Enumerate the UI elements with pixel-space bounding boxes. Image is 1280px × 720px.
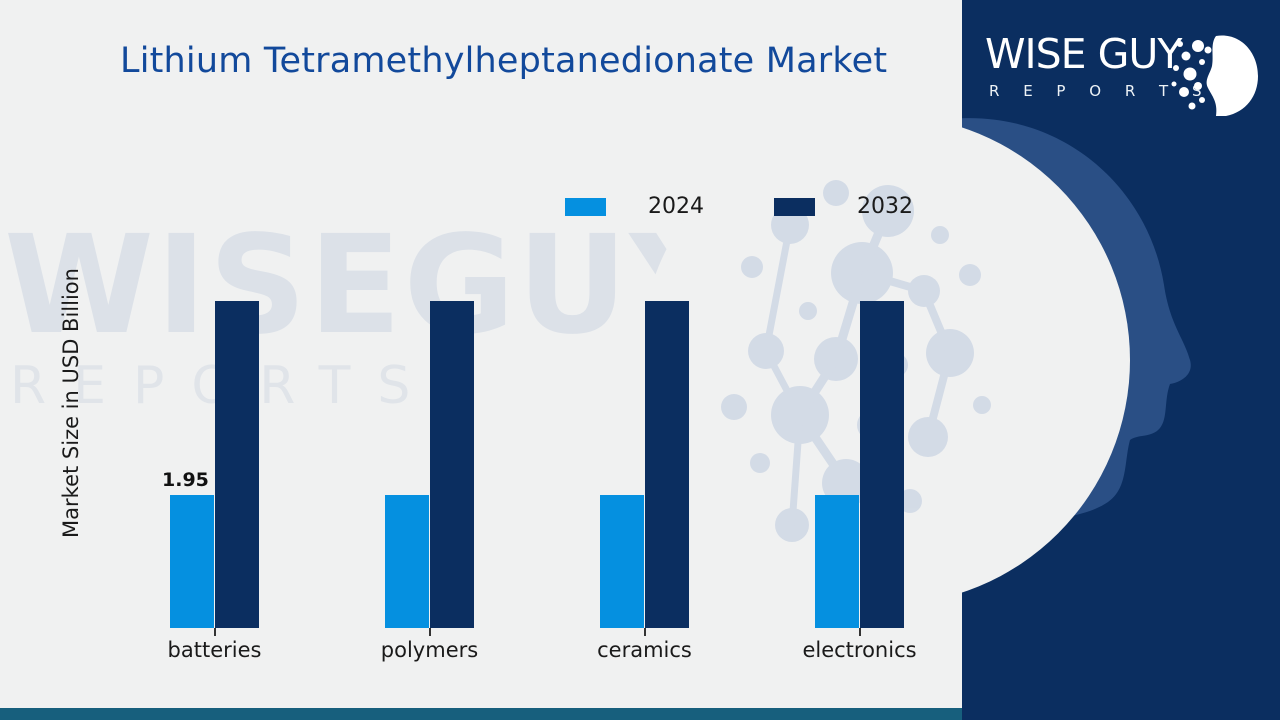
legend-swatch-2032 xyxy=(774,197,815,216)
bar-group: electronics xyxy=(802,253,917,662)
brand-logo: WISE GUY R E P O R T S xyxy=(985,34,1260,116)
x-axis-label-electronics: electronics xyxy=(802,638,917,662)
bar-group: 1.95 batteries xyxy=(162,253,261,662)
plot-region: 1.95 batteries polymers ceramics electronics xyxy=(162,253,917,662)
bar-group: polymers xyxy=(381,253,478,662)
bar-2024-polymers[interactable] xyxy=(385,495,429,628)
bar-2032-ceramics[interactable] xyxy=(645,300,689,628)
bar-2032-polymers[interactable] xyxy=(430,300,474,628)
x-axis-tick xyxy=(214,628,216,636)
y-axis-label: Market Size in USD Billion xyxy=(56,225,86,580)
brand-logo-subtitle: R E P O R T S xyxy=(989,82,1211,100)
chart-area: Market Size in USD Billion 2024 2032 1.9… xyxy=(56,194,917,662)
bar-group: ceramics xyxy=(597,253,692,662)
chart-legend: 2024 2032 xyxy=(565,194,913,219)
brand-logo-wordmark: WISE GUY xyxy=(985,30,1182,78)
x-axis-tick xyxy=(859,628,861,636)
legend-item-2032[interactable]: 2032 xyxy=(774,194,913,219)
x-axis-label-ceramics: ceramics xyxy=(597,638,692,662)
y-axis-label-text: Market Size in USD Billion xyxy=(59,267,84,538)
bar-2024-electronics[interactable] xyxy=(815,495,859,628)
logo-face-icon xyxy=(1171,35,1258,116)
bar-value-label: 1.95 xyxy=(162,469,209,492)
legend-label-2024: 2024 xyxy=(648,194,704,219)
legend-swatch-2024 xyxy=(565,197,606,216)
x-axis-tick xyxy=(429,628,431,636)
page-title: Lithium Tetramethylheptanedionate Market xyxy=(120,41,888,81)
legend-item-2024[interactable]: 2024 xyxy=(565,194,704,219)
x-axis-label-batteries: batteries xyxy=(167,638,262,662)
x-axis-label-polymers: polymers xyxy=(380,638,479,662)
bar-2024-batteries[interactable]: 1.95 xyxy=(162,469,214,628)
legend-label-2032: 2032 xyxy=(857,194,913,219)
bar-2032-electronics[interactable] xyxy=(860,300,904,628)
footer-strip xyxy=(0,708,962,720)
bar-2024-ceramics[interactable] xyxy=(600,495,644,628)
x-axis-tick xyxy=(644,628,646,636)
bar-2032-batteries[interactable] xyxy=(215,300,259,628)
